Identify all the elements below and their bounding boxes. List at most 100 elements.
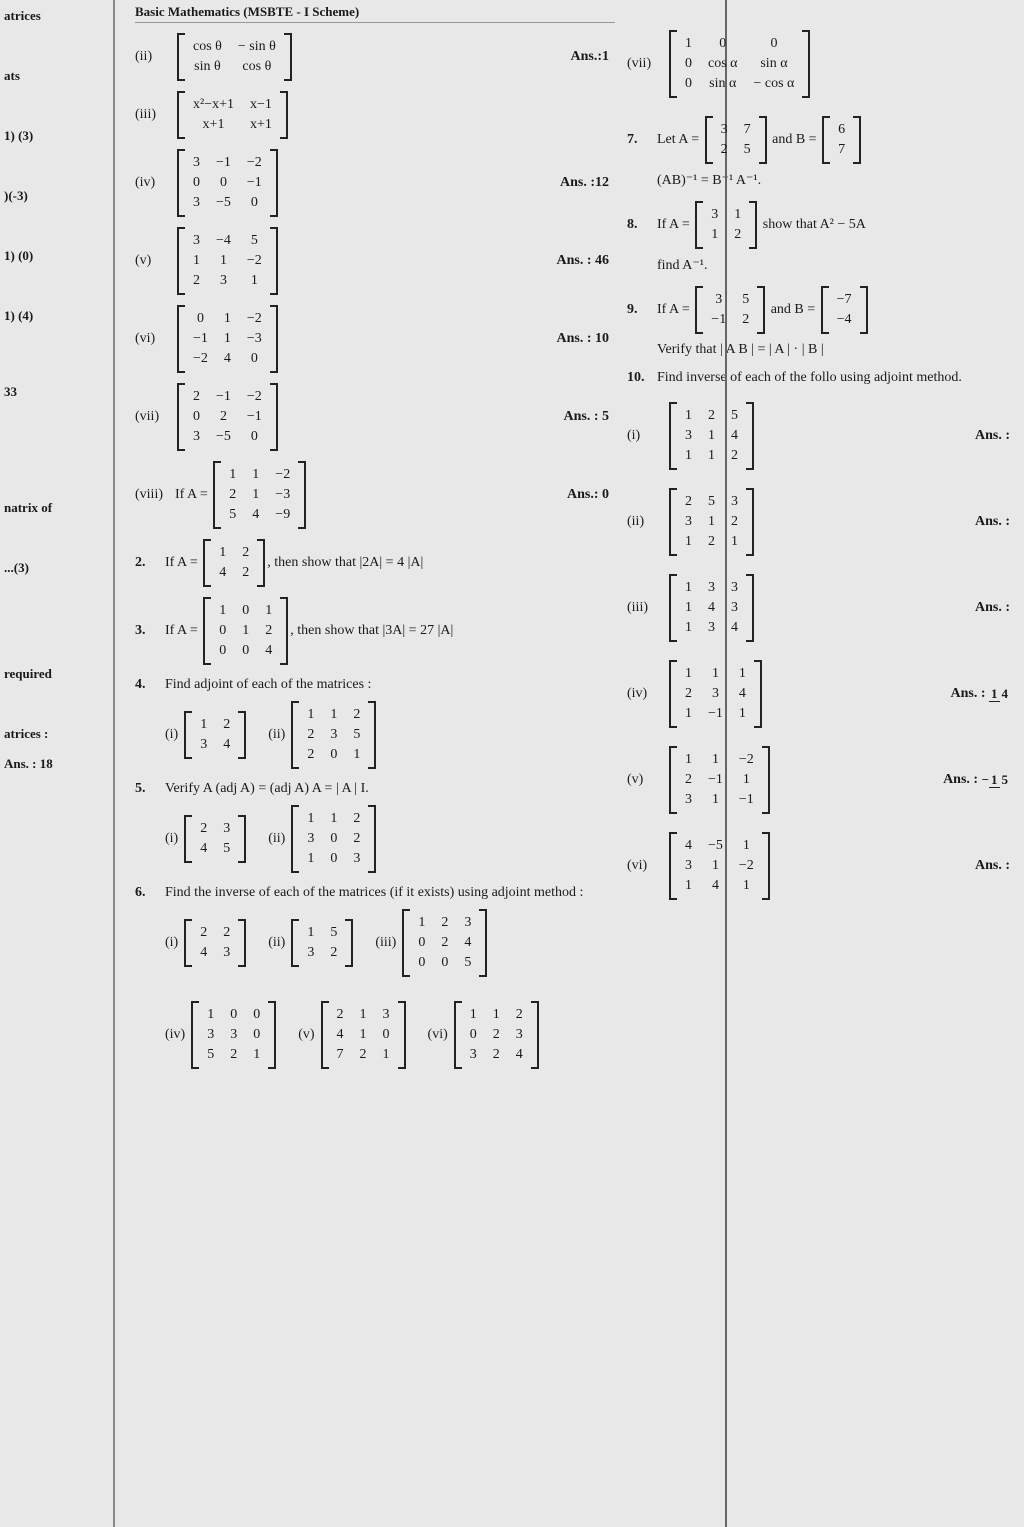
answer-label: Ans. : xyxy=(975,428,1016,444)
q10-item: (iv)1112341−11Ans. : 14 xyxy=(627,658,1016,730)
question-2: 2.If A = 1242, then show that |2A| = 4 |… xyxy=(135,537,615,589)
matrix: 101012004 xyxy=(203,597,288,665)
question-9: 9.If A = 35−12 and B = −7−4 xyxy=(627,284,1016,336)
matrix: 3112 xyxy=(695,201,757,249)
item-content: x²−x+1x−1x+1x+1 xyxy=(175,89,615,141)
matrix: 112235201 xyxy=(291,701,376,769)
left-column: Basic Mathematics (MSBTE - I Scheme) (ii… xyxy=(135,4,615,1519)
sidebar-item: 33 xyxy=(4,384,109,400)
sidebar-item: 1) (3) xyxy=(4,128,109,144)
q5-sublist: (i)2345(ii)112302103 xyxy=(165,803,615,875)
answer-label: Ans. : xyxy=(975,858,1016,874)
matrix: 125314112 xyxy=(669,402,754,470)
answer-label: Ans. : 14 xyxy=(950,686,1016,702)
book-title-text: Basic Mathematics (MSBTE - I Scheme) xyxy=(135,4,359,19)
roman-label: (iv) xyxy=(135,175,175,191)
q10-item: (ii)253312121Ans. : xyxy=(627,486,1016,558)
matrix: 35−12 xyxy=(695,286,765,334)
answer-label: Ans. : xyxy=(975,514,1016,530)
question-6: 6.Find the inverse of each of the matric… xyxy=(135,885,615,901)
roman-label: (iii) xyxy=(135,107,175,123)
q4-sublist: (i)1234(ii)112235201 xyxy=(165,699,615,771)
list-item: (v)3−4511−2231 Ans. : 46 xyxy=(135,225,615,297)
q10-item: (iii)133143134Ans. : xyxy=(627,572,1016,644)
item-content: 3−4511−2231 xyxy=(175,225,556,297)
matrix: 1000cos αsin α0sin α− cos α xyxy=(669,30,810,98)
answer-label: Ans.:1 xyxy=(570,49,615,65)
fraction: 14 xyxy=(989,686,1010,702)
question-10: 10.Find inverse of each of the follo usi… xyxy=(627,370,1016,386)
answer-label: Ans. : −15 xyxy=(943,772,1016,788)
matrix: 67 xyxy=(822,116,861,164)
roman-label: (viii) xyxy=(135,487,175,503)
matrix: 1242 xyxy=(203,539,265,587)
q6-sublist: (i)2243(ii)1532(iii)123024005(iv)1003305… xyxy=(165,907,615,1071)
sidebar: atrices ats1) (3))(-3)1) (0)1) (4)33natr… xyxy=(0,0,115,1527)
fraction: −15 xyxy=(982,772,1010,788)
q10-item: (i)125314112Ans. : xyxy=(627,400,1016,472)
matrix: 1532 xyxy=(291,919,353,967)
list-item: (vii)2−1−202−13−50Ans. : 5 xyxy=(135,381,615,453)
question-4: 4.Find adjoint of each of the matrices : xyxy=(135,677,615,693)
answer-label: Ans. :12 xyxy=(560,175,615,191)
answer-label: Ans.: 0 xyxy=(567,487,615,503)
question-5: 5.Verify A (adj A) = (adj A) A = | A | I… xyxy=(135,781,615,797)
matrix: 213410721 xyxy=(321,1001,406,1069)
question-7: 7.Let A = 3725 and B = 67 xyxy=(627,114,1016,166)
question-3: 3.If A = 101012004, then show that |3A| … xyxy=(135,595,615,667)
matrix: −7−4 xyxy=(821,286,868,334)
sidebar-item: )(-3) xyxy=(4,188,109,204)
matrix: 1234 xyxy=(184,711,246,759)
q10-item: (v)11−22−1131−1Ans. : −15 xyxy=(627,744,1016,816)
item-content: 01−2−11−3−240 xyxy=(175,303,556,375)
matrix: 3−4511−2231 xyxy=(177,227,278,295)
matrix: 01−2−11−3−240 xyxy=(177,305,278,373)
sidebar-item: 1) (4) xyxy=(4,308,109,324)
roman-label: (ii) xyxy=(135,49,175,65)
matrix: cos θ− sin θsin θcos θ xyxy=(177,33,292,81)
roman-label: (vi) xyxy=(135,331,175,347)
book-title: Basic Mathematics (MSBTE - I Scheme) xyxy=(135,4,615,23)
matrix: 1112341−11 xyxy=(669,660,762,728)
sidebar-item: ...(3) xyxy=(4,560,109,576)
right-column: (vii)1000cos αsin α0sin α− cos α 7.Let A … xyxy=(615,4,1016,1519)
sidebar-item: 1) (0) xyxy=(4,248,109,264)
sidebar-item: natrix of xyxy=(4,500,109,516)
item-content: If A = 11−221−354−9 xyxy=(175,459,567,531)
sidebar-top: atrices xyxy=(4,8,109,24)
matrix: 112302103 xyxy=(291,805,376,873)
matrix: 3725 xyxy=(705,116,767,164)
roman-label: (v) xyxy=(135,253,175,269)
matrix: 112023324 xyxy=(454,1001,539,1069)
sidebar-item: atrices : xyxy=(4,726,109,742)
matrix: 123024005 xyxy=(402,909,487,977)
sidebar-item: Ans. : 18 xyxy=(4,756,109,772)
item-content: 2−1−202−13−50 xyxy=(175,381,563,453)
item-content: cos θ− sin θsin θcos θ xyxy=(175,31,570,83)
answer-label: Ans. : 46 xyxy=(556,253,615,269)
matrix: 2345 xyxy=(184,815,246,863)
question-8: 8.If A = 3112 show that A² − 5A xyxy=(627,199,1016,251)
q9-line2: Verify that | A B | = | A | · | B | xyxy=(627,342,1016,358)
matrix: 100330521 xyxy=(191,1001,276,1069)
answer-label: Ans. : 5 xyxy=(563,409,615,425)
item-vii: (vii)1000cos αsin α0sin α− cos α xyxy=(627,28,1016,100)
main-content: Basic Mathematics (MSBTE - I Scheme) (ii… xyxy=(115,0,1024,1527)
q8-line2: find A⁻¹. xyxy=(627,257,1016,274)
matrix: 2−1−202−13−50 xyxy=(177,383,278,451)
page: atrices ats1) (3))(-3)1) (0)1) (4)33natr… xyxy=(0,0,1024,1527)
matrix: 11−221−354−9 xyxy=(213,461,306,529)
answer-label: Ans. : xyxy=(975,600,1016,616)
list-item: (viii)If A = 11−221−354−9Ans.: 0 xyxy=(135,459,615,531)
matrix: 4−5131−2141 xyxy=(669,832,770,900)
list-item: (ii)cos θ− sin θsin θcos θ Ans.:1 xyxy=(135,31,615,83)
matrix: x²−x+1x−1x+1x+1 xyxy=(177,91,288,139)
list-item: (vi)01−2−11−3−240 Ans. : 10 xyxy=(135,303,615,375)
item-content: 3−1−200−13−50 xyxy=(175,147,560,219)
q7-line2: (AB)⁻¹ = B⁻¹ A⁻¹. xyxy=(627,172,1016,189)
matrix: 3−1−200−13−50 xyxy=(177,149,278,217)
answer-label: Ans. : 10 xyxy=(556,331,615,347)
matrix: 133143134 xyxy=(669,574,754,642)
matrix: 11−22−1131−1 xyxy=(669,746,770,814)
list-item: (iii)x²−x+1x−1x+1x+1 xyxy=(135,89,615,141)
